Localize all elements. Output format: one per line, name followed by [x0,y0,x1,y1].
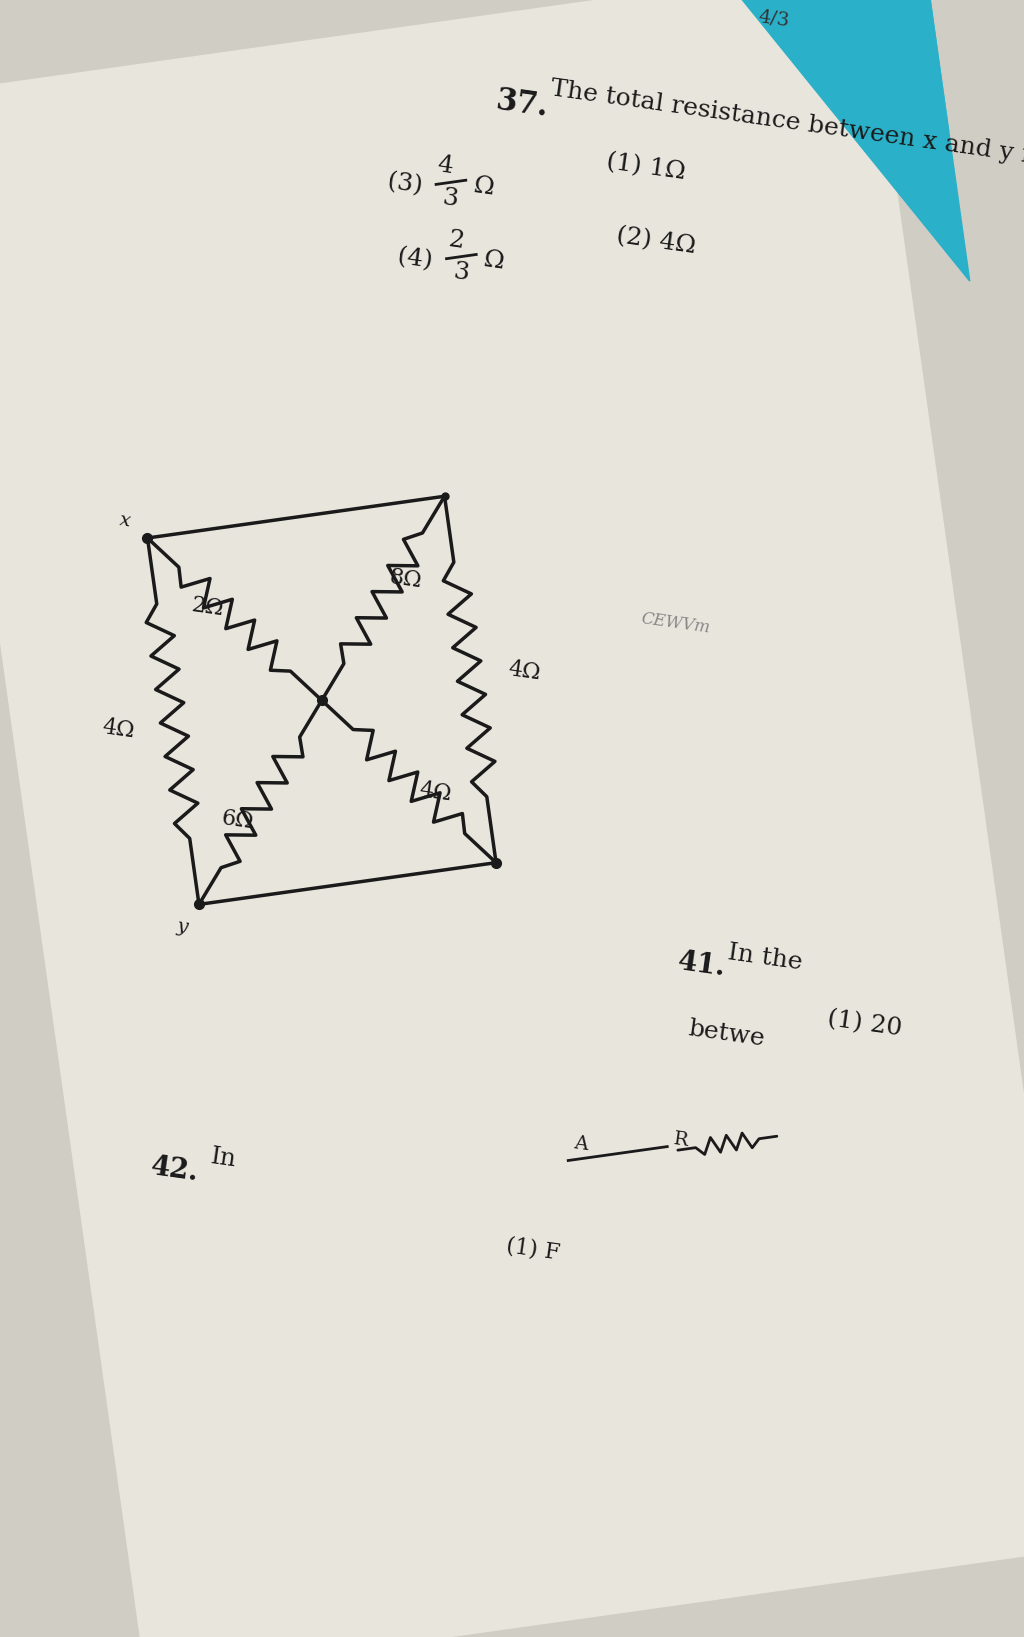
Polygon shape [713,0,970,282]
Text: 37.: 37. [494,85,551,123]
Text: 4Ω: 4Ω [101,715,136,742]
Text: In: In [209,1144,239,1170]
Text: 4Ω: 4Ω [507,658,543,684]
Text: 4: 4 [436,154,455,178]
Text: (1) 20: (1) 20 [826,1008,904,1041]
Polygon shape [664,0,949,133]
Text: x: x [118,511,132,530]
Text: y: y [175,917,188,936]
Text: 4Ω: 4Ω [418,779,454,805]
Text: 6Ω: 6Ω [220,807,255,833]
Text: (2) 4Ω: (2) 4Ω [615,224,697,259]
Text: (1) 1Ω: (1) 1Ω [605,151,687,183]
Text: CEWVm: CEWVm [640,611,712,637]
Text: 8Ω: 8Ω [388,566,424,593]
Text: 2: 2 [446,228,465,252]
Text: In the: In the [726,941,804,974]
Text: A: A [572,1134,589,1154]
Text: R: R [673,1130,689,1151]
Text: betwe: betwe [686,1017,766,1051]
Text: 2Ω: 2Ω [190,594,225,620]
Text: 42.: 42. [150,1152,201,1187]
Text: Ω: Ω [472,174,496,200]
Text: The total resistance between x and y in ohms: The total resistance between x and y in … [549,77,1024,180]
Text: (4): (4) [396,246,434,273]
Text: 4/3: 4/3 [757,8,791,29]
Text: 3: 3 [440,187,460,211]
Text: (1) F: (1) F [505,1234,561,1264]
Text: 3: 3 [451,260,470,285]
Text: (3): (3) [385,170,424,198]
Text: Ω: Ω [482,249,506,273]
Text: 41.: 41. [676,948,727,981]
